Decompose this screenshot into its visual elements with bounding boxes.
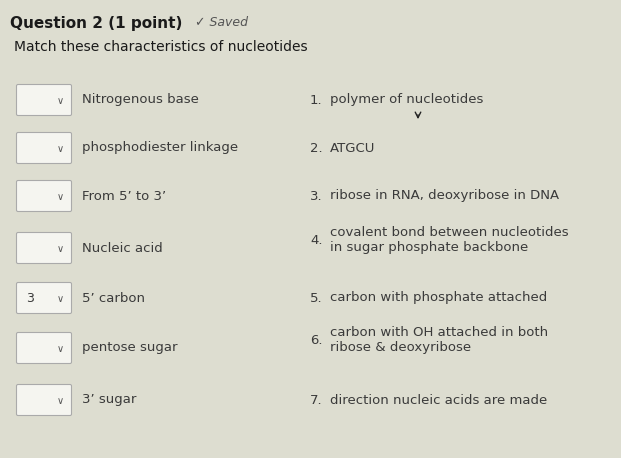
Text: ✓ Saved: ✓ Saved	[195, 16, 248, 29]
Text: 5’ carbon: 5’ carbon	[82, 291, 145, 305]
Text: Nucleic acid: Nucleic acid	[82, 241, 163, 255]
FancyBboxPatch shape	[17, 233, 71, 263]
Text: ∨: ∨	[57, 244, 63, 254]
Text: Match these characteristics of nucleotides: Match these characteristics of nucleotid…	[14, 40, 307, 54]
FancyBboxPatch shape	[17, 283, 71, 313]
Text: carbon with phosphate attached: carbon with phosphate attached	[330, 291, 547, 305]
FancyBboxPatch shape	[17, 385, 71, 415]
Text: ∨: ∨	[57, 396, 63, 406]
Text: 3’ sugar: 3’ sugar	[82, 393, 137, 407]
Text: 6.: 6.	[310, 333, 322, 347]
FancyBboxPatch shape	[17, 333, 71, 364]
Text: 2.: 2.	[310, 142, 323, 154]
Text: polymer of nucleotides: polymer of nucleotides	[330, 93, 483, 107]
Text: Question 2 (1 point): Question 2 (1 point)	[10, 16, 183, 31]
Text: ribose in RNA, deoxyribose in DNA: ribose in RNA, deoxyribose in DNA	[330, 190, 559, 202]
Text: direction nucleic acids are made: direction nucleic acids are made	[330, 393, 547, 407]
Text: phosphodiester linkage: phosphodiester linkage	[82, 142, 238, 154]
Text: carbon with OH attached in both: carbon with OH attached in both	[330, 327, 548, 339]
Text: ATGCU: ATGCU	[330, 142, 375, 154]
Text: 5.: 5.	[310, 291, 323, 305]
Text: 1.: 1.	[310, 93, 323, 107]
Text: ribose & deoxyribose: ribose & deoxyribose	[330, 340, 471, 354]
Text: 3.: 3.	[310, 190, 323, 202]
Text: 4.: 4.	[310, 234, 322, 246]
Text: covalent bond between nucleotides: covalent bond between nucleotides	[330, 227, 569, 240]
Text: ∨: ∨	[57, 96, 63, 106]
Text: ∨: ∨	[57, 192, 63, 202]
Text: Nitrogenous base: Nitrogenous base	[82, 93, 199, 107]
Text: 3: 3	[26, 291, 34, 305]
Text: pentose sugar: pentose sugar	[82, 342, 178, 354]
FancyBboxPatch shape	[17, 84, 71, 115]
FancyBboxPatch shape	[17, 132, 71, 164]
Text: in sugar phosphate backbone: in sugar phosphate backbone	[330, 240, 528, 253]
Text: ∨: ∨	[57, 144, 63, 154]
Text: ∨: ∨	[57, 344, 63, 354]
Text: ∨: ∨	[57, 294, 63, 304]
Text: From 5’ to 3’: From 5’ to 3’	[82, 190, 166, 202]
FancyBboxPatch shape	[17, 180, 71, 212]
Text: 7.: 7.	[310, 393, 323, 407]
